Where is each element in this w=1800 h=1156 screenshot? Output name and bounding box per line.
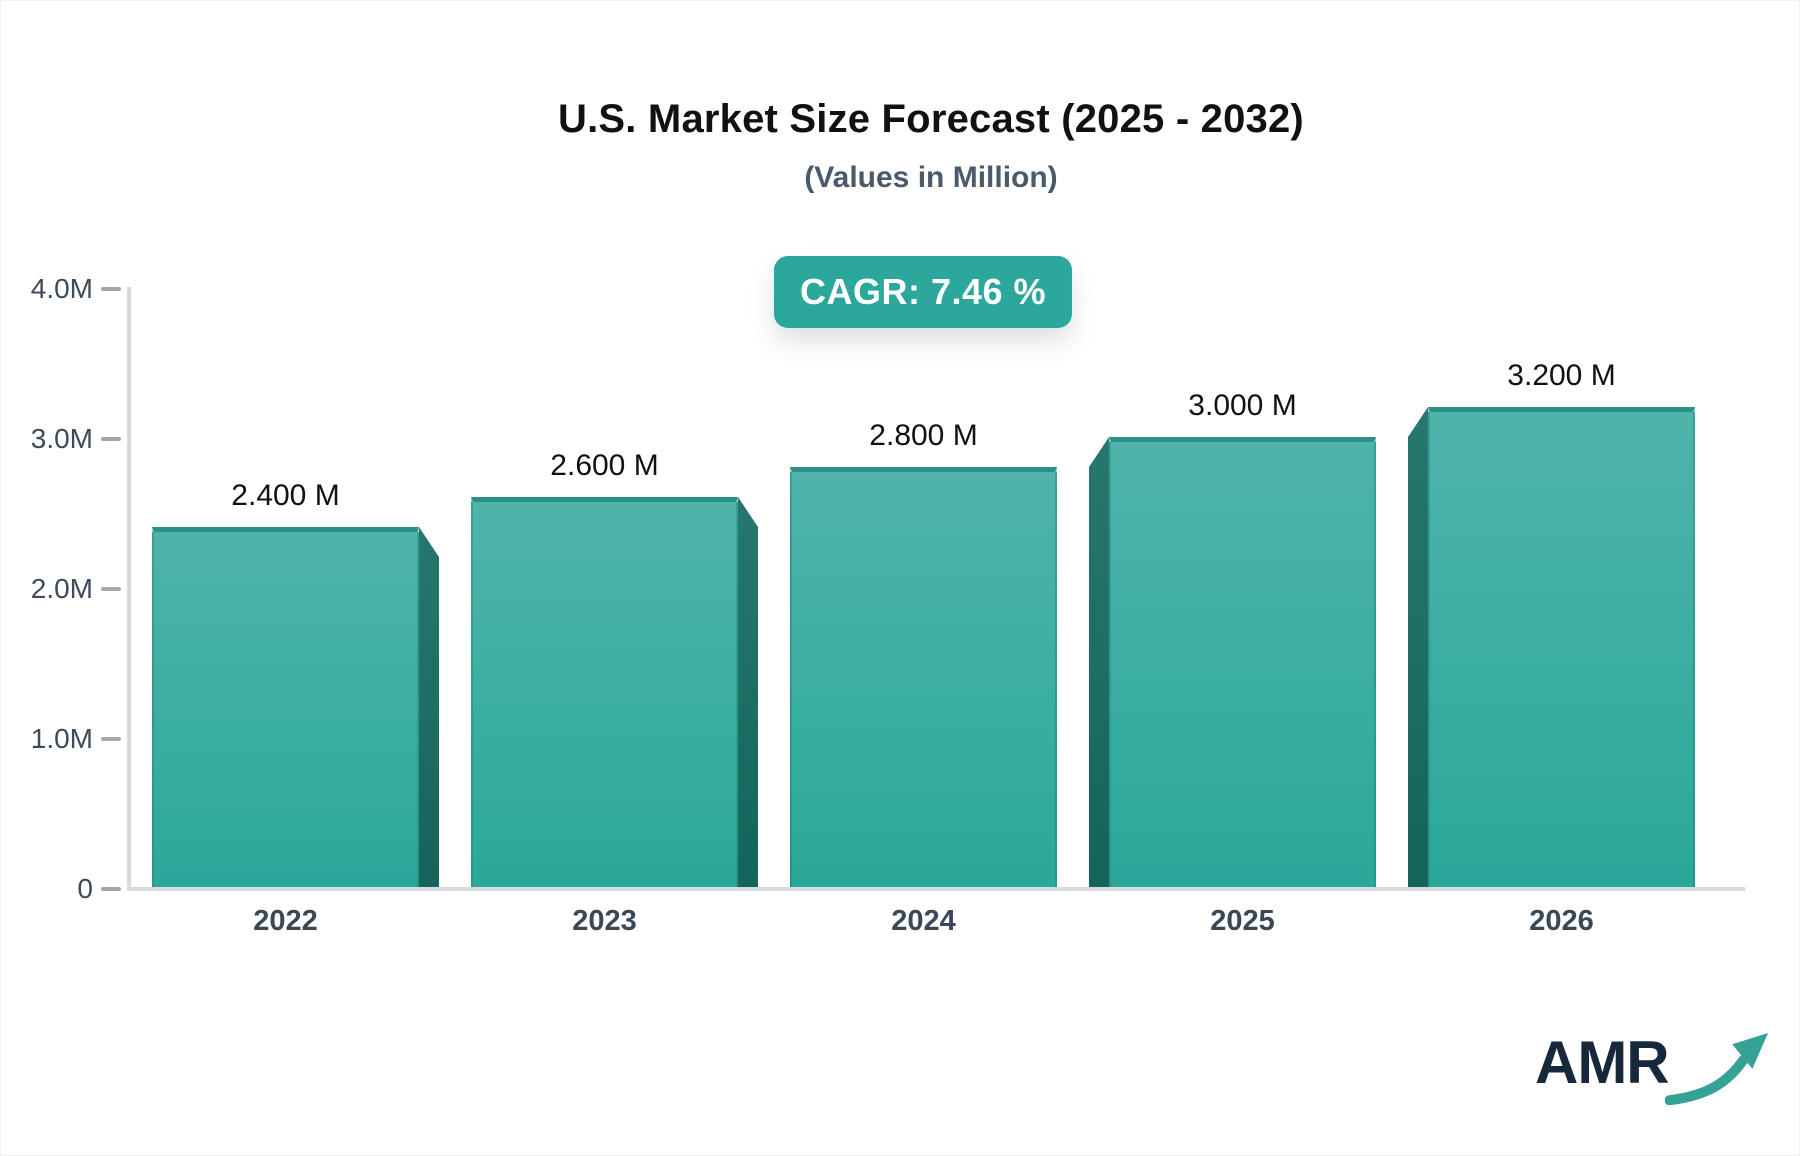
bar-side-face	[738, 497, 758, 887]
bar-value-label: 2.800 M	[869, 419, 978, 452]
y-tick-mark	[101, 887, 121, 891]
amr-logo-text: AMR	[1535, 1029, 1670, 1096]
y-tick-mark	[101, 587, 121, 591]
x-tick-label: 2025	[1210, 905, 1275, 937]
bar-face	[1428, 407, 1695, 887]
y-tick-label: 0	[77, 873, 93, 904]
x-tick-label: 2022	[253, 905, 318, 937]
y-tick-mark	[101, 287, 121, 291]
cagr-badge: CAGR: 7.46 %	[773, 256, 1073, 328]
bar-side-face	[1408, 407, 1428, 887]
page-title: U.S. Market Size Forecast (2025 - 2032)	[558, 97, 1304, 141]
bar-value-label: 2.600 M	[550, 449, 659, 482]
y-tick-label: 3.0M	[30, 423, 93, 454]
bar	[790, 467, 1057, 887]
bar	[1089, 437, 1376, 887]
bar-value-label: 3.200 M	[1507, 359, 1616, 392]
bar-face	[152, 527, 419, 887]
bar-value-label: 2.400 M	[231, 479, 340, 512]
bar-face	[790, 467, 1057, 887]
x-tick-label: 2024	[891, 905, 956, 937]
y-tick-mark	[101, 737, 121, 741]
chart-subtitle: (Values in Million)	[804, 161, 1058, 194]
amr-logo: AMR	[1535, 1031, 1777, 1107]
bar-value-label: 3.000 M	[1188, 389, 1297, 422]
bar-face	[1109, 437, 1376, 887]
x-tick-label: 2023	[572, 905, 637, 937]
bar-side-face	[1089, 437, 1109, 887]
y-axis-line	[127, 287, 131, 891]
y-tick-label: 1.0M	[30, 723, 93, 754]
y-tick-label: 4.0M	[30, 273, 93, 304]
y-tick-label: 2.0M	[30, 573, 93, 604]
growth-arrow-icon	[1664, 1033, 1768, 1106]
bar	[1408, 407, 1695, 887]
y-tick-mark	[101, 437, 121, 441]
bar	[471, 497, 758, 887]
bar	[152, 527, 439, 887]
x-axis-line	[127, 887, 1745, 891]
bar-side-face	[419, 527, 439, 887]
bar-face	[471, 497, 738, 887]
x-tick-label: 2026	[1529, 905, 1594, 937]
